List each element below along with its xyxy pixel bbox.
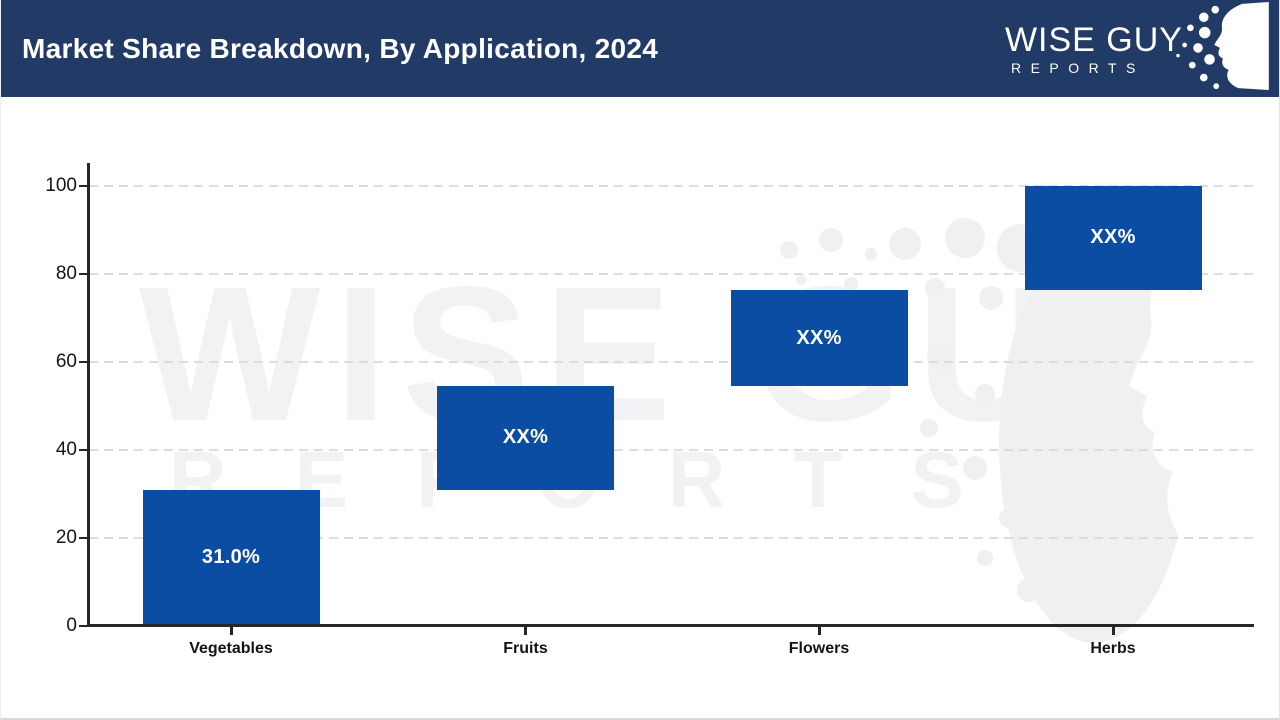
x-axis-line <box>87 624 1254 627</box>
bar-herbs[interactable]: XX% <box>1024 186 1202 290</box>
y-tick-label-20: 20 <box>55 527 77 548</box>
gridline-100 <box>89 185 1254 187</box>
gridline-40 <box>89 449 1254 451</box>
x-tick-fruits <box>524 627 527 635</box>
y-tick-60 <box>79 361 87 363</box>
bar-value-label: XX% <box>796 326 842 349</box>
header-bar: Market Share Breakdown, By Application, … <box>1 0 1279 97</box>
gridline-20 <box>89 537 1254 539</box>
y-tick-label-60: 60 <box>55 351 77 372</box>
gridline-60 <box>89 361 1254 363</box>
y-tick-label-40: 40 <box>55 439 77 460</box>
bar-vegetables[interactable]: 31.0% <box>142 489 320 626</box>
y-tick-label-80: 80 <box>55 263 77 284</box>
y-tick-0 <box>79 625 87 627</box>
x-tick-herbs <box>1111 627 1115 635</box>
y-tick-20 <box>79 537 87 539</box>
x-tick-vegetables <box>229 627 233 635</box>
y-axis-line <box>87 163 90 627</box>
y-tick-label-0: 0 <box>66 615 77 636</box>
y-tick-label-100: 100 <box>45 175 77 196</box>
bar-value-label: 31.0% <box>201 546 261 569</box>
y-tick-80 <box>79 273 87 275</box>
y-tick-40 <box>79 449 87 451</box>
y-tick-100 <box>79 185 87 187</box>
x-tick-label-vegetables: Vegetables <box>189 640 273 657</box>
x-tick-label-flowers: Flowers <box>788 640 850 657</box>
wise-guy-logo: WISE GUY REPORTS <box>1005 2 1269 95</box>
x-tick-label-fruits: Fruits <box>503 640 548 657</box>
page-title: Market Share Breakdown, By Application, … <box>22 32 659 64</box>
x-tick-label-herbs: Herbs <box>1090 640 1136 657</box>
bar-value-label: XX% <box>502 426 549 449</box>
x-tick-flowers <box>817 627 821 635</box>
bar-value-label: XX% <box>1090 226 1136 249</box>
logo-head-dots-icon <box>1173 2 1269 95</box>
logo-wordmark: WISE GUY <box>1004 20 1183 59</box>
logo-text: WISE GUY REPORTS <box>1005 23 1183 75</box>
bar-flowers[interactable]: XX% <box>730 289 908 387</box>
logo-subtitle: REPORTS <box>1010 59 1145 76</box>
bar-fruits[interactable]: XX% <box>437 386 614 490</box>
gridline-80 <box>89 273 1254 275</box>
